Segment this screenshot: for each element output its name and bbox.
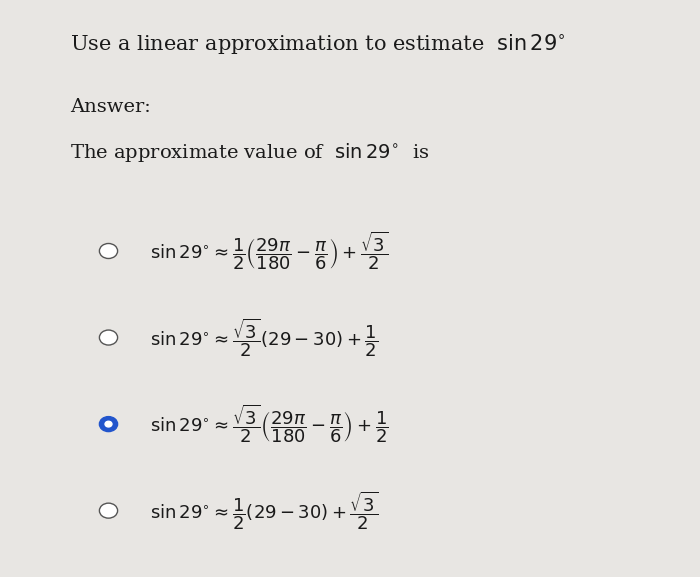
Text: The approximate value of  $\sin 29^{\circ}$  is: The approximate value of $\sin 29^{\circ… (70, 141, 429, 164)
Circle shape (99, 243, 118, 258)
Text: Use a linear approximation to estimate  $\sin 29^{\circ}$: Use a linear approximation to estimate $… (70, 32, 566, 56)
Text: $\sin 29^{\circ} \approx \dfrac{1}{2}\left(\dfrac{29\pi}{180} - \dfrac{\pi}{6}\r: $\sin 29^{\circ} \approx \dfrac{1}{2}\le… (150, 230, 389, 272)
Circle shape (99, 417, 118, 432)
Circle shape (105, 421, 112, 427)
Text: $\sin 29^{\circ} \approx \dfrac{\sqrt{3}}{2}\left(\dfrac{29\pi}{180} - \dfrac{\p: $\sin 29^{\circ} \approx \dfrac{\sqrt{3}… (150, 403, 389, 445)
Text: $\sin 29^{\circ} \approx \dfrac{\sqrt{3}}{2}(29 - 30) + \dfrac{1}{2}$: $\sin 29^{\circ} \approx \dfrac{\sqrt{3}… (150, 316, 379, 359)
Circle shape (99, 503, 118, 518)
Text: $\sin 29^{\circ} \approx \dfrac{1}{2}(29 - 30) + \dfrac{\sqrt{3}}{2}$: $\sin 29^{\circ} \approx \dfrac{1}{2}(29… (150, 489, 379, 532)
Text: Answer:: Answer: (70, 98, 150, 116)
Circle shape (99, 330, 118, 345)
